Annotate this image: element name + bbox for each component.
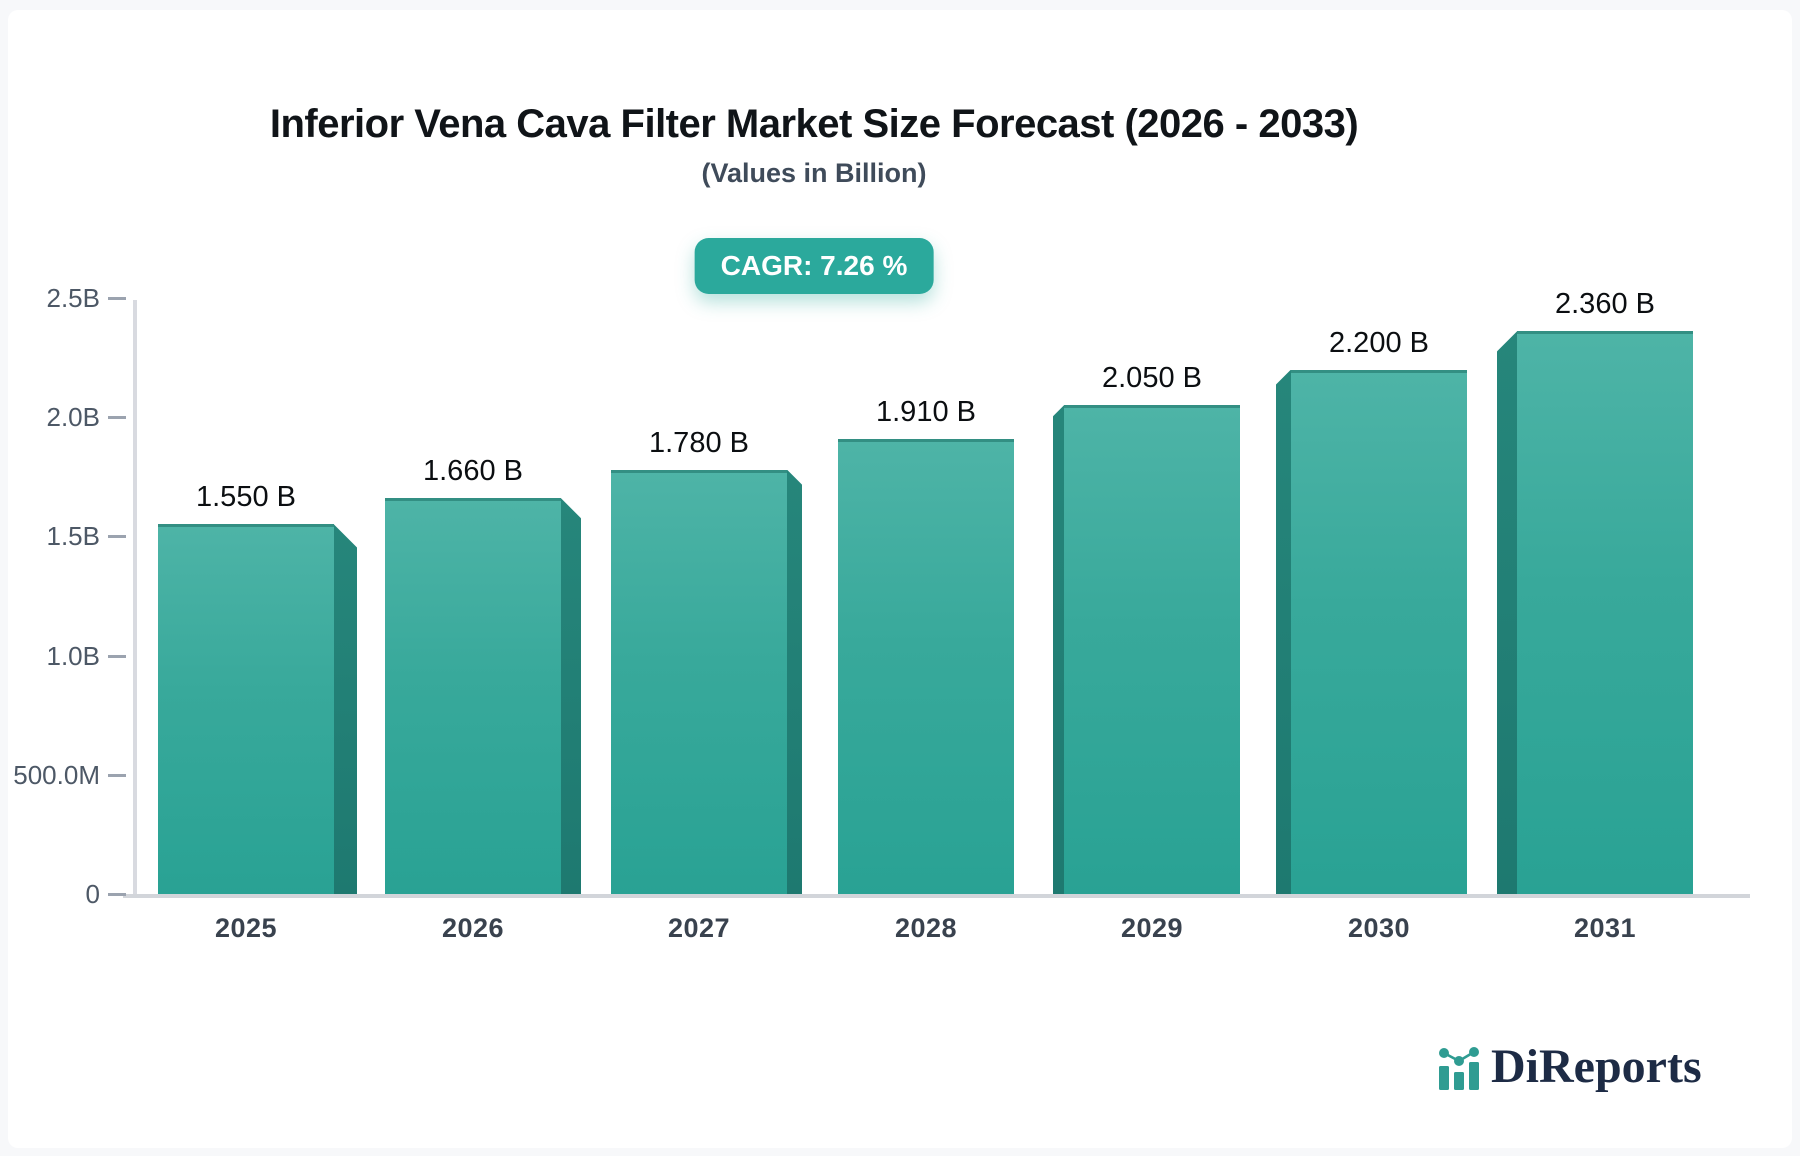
chart-subtitle: (Values in Billion) — [701, 158, 927, 188]
y-tick-label: 1.0B — [46, 640, 101, 671]
x-category-label: 2029 — [1120, 913, 1184, 943]
y-axis-line — [133, 300, 137, 896]
y-tick-mark — [108, 416, 126, 420]
brand-logo: DiReports — [1438, 1042, 1702, 1092]
brand-logo-icon — [1439, 1047, 1479, 1090]
x-category-label: 2028 — [894, 913, 958, 943]
y-tick-label: 1.5B — [46, 521, 101, 552]
plot-area: 0 500.0M 1.0B 1.5B 2.0B 2.5B 1.550 B 2025 1.660 … — [8, 10, 1800, 1156]
y-tick-mark — [108, 297, 126, 300]
y-tick-label: 500.0M — [13, 759, 100, 790]
bar-2031 — [1517, 331, 1693, 894]
cagr-badge: CAGR: 7.26 % — [694, 238, 934, 294]
bar-side-2025 — [334, 524, 357, 894]
y-tick-label: 2.5B — [46, 283, 101, 313]
brand-logo-text: DiReports — [1491, 1040, 1702, 1093]
bar-value-label: 2.200 B — [1329, 326, 1429, 359]
y-tick-mark — [108, 654, 126, 658]
y-tick-mark — [108, 535, 126, 539]
x-category-label: 2027 — [667, 913, 731, 943]
bar-2026 — [385, 498, 561, 894]
x-category-label: 2025 — [214, 913, 278, 943]
chart-card: Inferior Vena Cava Filter Market Size Fo… — [8, 10, 1792, 1148]
bar-2029 — [1064, 405, 1240, 894]
bar-value-label: 1.780 B — [649, 426, 749, 459]
y-tick-mark — [108, 893, 126, 896]
x-axis-line — [123, 894, 1750, 898]
bar-2028 — [838, 438, 1014, 894]
bar-side-2030 — [1276, 369, 1291, 894]
y-tick-label: 2.0B — [46, 402, 101, 433]
x-category-label: 2031 — [1573, 913, 1637, 943]
bar-side-2031 — [1497, 331, 1517, 894]
bar-value-label: 2.360 B — [1555, 288, 1655, 321]
bar-value-label: 1.550 B — [196, 481, 296, 514]
page-title: Inferior Vena Cava Filter Market Size Fo… — [269, 102, 1359, 146]
bar-2030 — [1291, 369, 1467, 894]
bar-side-2026 — [561, 498, 581, 894]
bar-2025 — [158, 524, 334, 894]
x-category-label: 2026 — [441, 913, 505, 943]
bar-side-2029 — [1053, 405, 1064, 894]
x-category-label: 2030 — [1347, 913, 1411, 943]
bar-side-2027 — [787, 469, 802, 894]
y-tick-mark — [108, 773, 126, 777]
bar-2027 — [611, 469, 787, 894]
bar-value-label: 2.050 B — [1102, 362, 1202, 395]
bar-value-label: 1.910 B — [876, 395, 976, 428]
y-tick-label: 0 — [85, 879, 100, 909]
bar-value-label: 1.660 B — [423, 455, 523, 488]
